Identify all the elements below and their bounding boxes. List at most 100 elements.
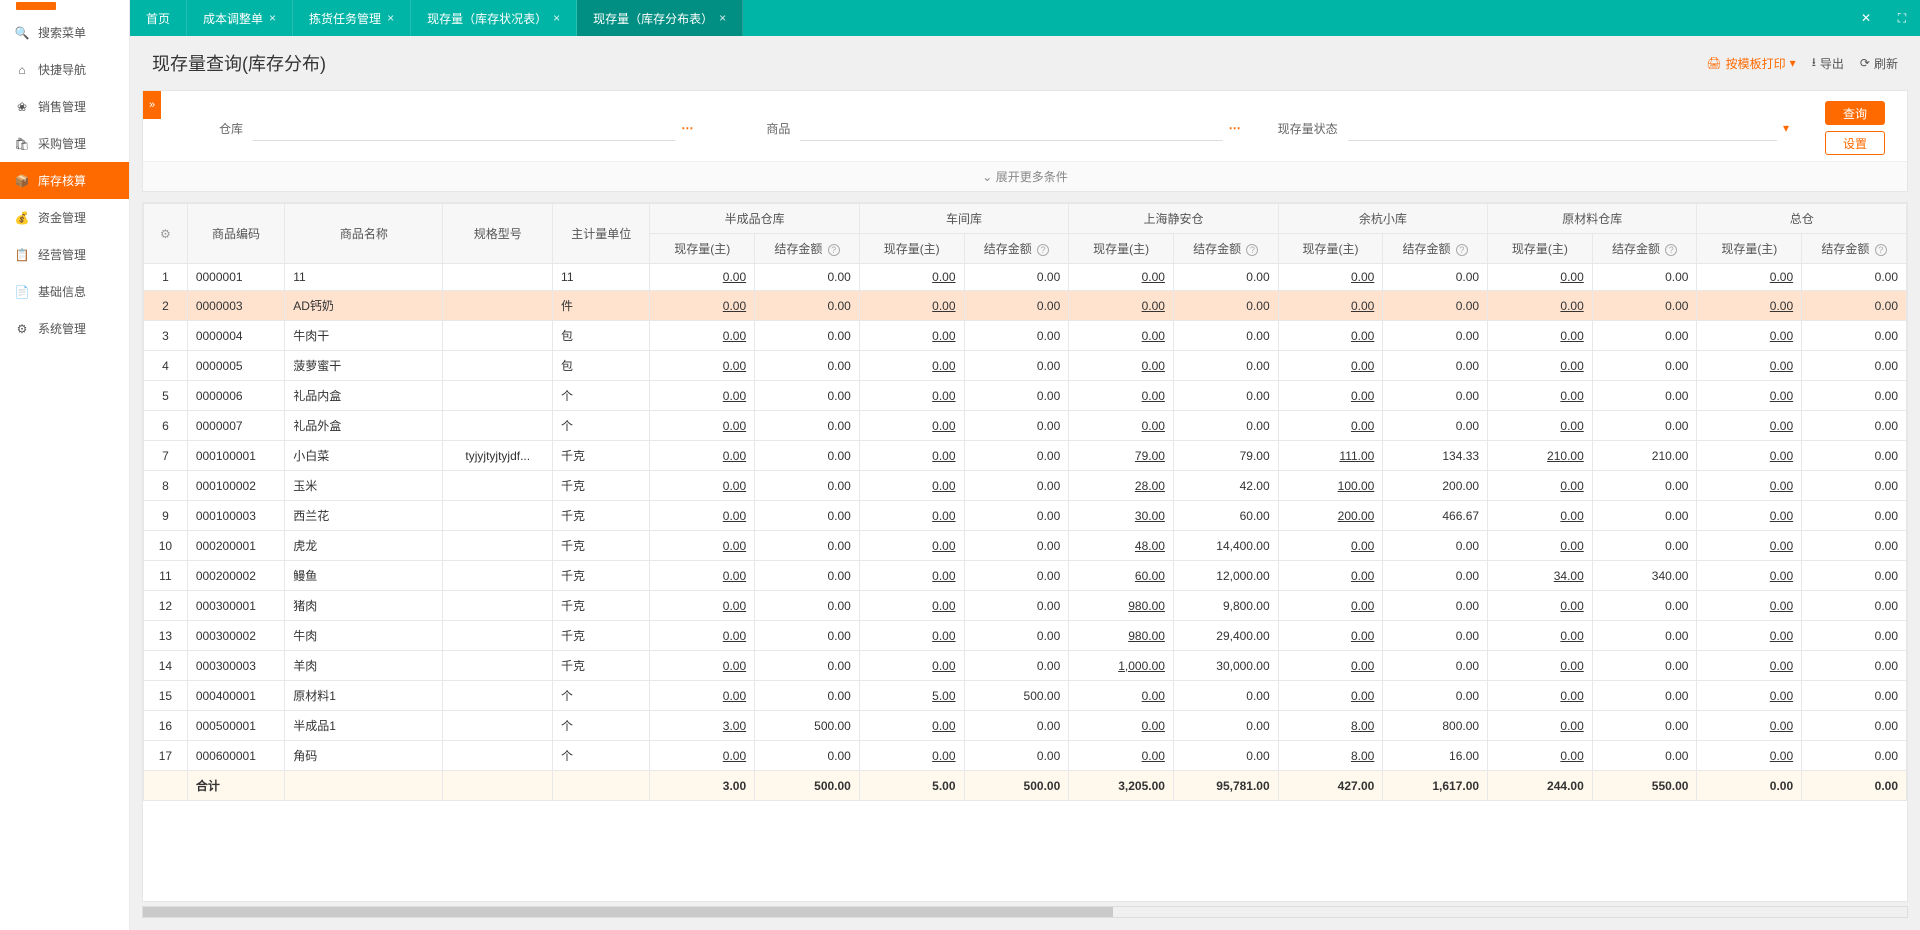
cell-qty[interactable]: 0.00 xyxy=(1069,411,1174,441)
cell-qty[interactable]: 0.00 xyxy=(1488,681,1593,711)
help-icon[interactable]: ? xyxy=(1665,244,1677,256)
sidebar-item-purchase-mgmt[interactable]: 🛍采购管理 xyxy=(0,125,129,162)
tab[interactable]: 成本调整单× xyxy=(187,0,293,36)
cell-qty[interactable]: 0.00 xyxy=(859,651,964,681)
cell-qty[interactable]: 0.00 xyxy=(1278,651,1383,681)
cell-qty[interactable]: 0.00 xyxy=(1488,321,1593,351)
cell-qty[interactable]: 980.00 xyxy=(1069,591,1174,621)
tab-close-icon[interactable]: × xyxy=(719,11,726,25)
help-icon[interactable]: ? xyxy=(1037,244,1049,256)
cell-qty[interactable]: 0.00 xyxy=(859,561,964,591)
cell-qty[interactable]: 0.00 xyxy=(650,471,755,501)
cell-qty[interactable]: 30.00 xyxy=(1069,501,1174,531)
cell-qty[interactable]: 0.00 xyxy=(1488,531,1593,561)
cell-qty[interactable]: 0.00 xyxy=(1069,291,1174,321)
cell-qty[interactable]: 0.00 xyxy=(1278,381,1383,411)
table-row[interactable]: 40000005菠萝蜜干包0.000.000.000.000.000.000.0… xyxy=(144,351,1907,381)
cell-qty[interactable]: 0.00 xyxy=(859,441,964,471)
cell-qty[interactable]: 0.00 xyxy=(1488,651,1593,681)
cell-qty[interactable]: 60.00 xyxy=(1069,561,1174,591)
settings-button[interactable]: 设置 xyxy=(1825,131,1885,155)
cell-qty[interactable]: 0.00 xyxy=(1069,741,1174,771)
cell-qty[interactable]: 5.00 xyxy=(859,681,964,711)
cell-qty[interactable]: 0.00 xyxy=(650,264,755,291)
help-icon[interactable]: ? xyxy=(1875,244,1887,256)
tab[interactable]: 现存量（库存分布表）× xyxy=(577,0,743,36)
cell-qty[interactable]: 0.00 xyxy=(1278,321,1383,351)
cell-qty[interactable]: 48.00 xyxy=(1069,531,1174,561)
cell-qty[interactable]: 0.00 xyxy=(650,441,755,471)
cell-qty[interactable]: 0.00 xyxy=(859,741,964,771)
cell-qty[interactable]: 111.00 xyxy=(1278,441,1383,471)
cell-qty[interactable]: 8.00 xyxy=(1278,711,1383,741)
table-row[interactable]: 16000500001半成品1个3.00500.000.000.000.000.… xyxy=(144,711,1907,741)
cell-qty[interactable]: 0.00 xyxy=(859,321,964,351)
query-button[interactable]: 查询 xyxy=(1825,101,1885,125)
cell-qty[interactable]: 200.00 xyxy=(1278,501,1383,531)
sidebar-item-sales-mgmt[interactable]: ❀销售管理 xyxy=(0,88,129,125)
cell-qty[interactable]: 1,000.00 xyxy=(1069,651,1174,681)
gear-icon[interactable]: ⚙ xyxy=(160,227,171,241)
cell-qty[interactable]: 0.00 xyxy=(1488,621,1593,651)
cell-qty[interactable]: 3.00 xyxy=(650,711,755,741)
refresh-button[interactable]: ⟳ 刷新 xyxy=(1860,55,1898,72)
cell-qty[interactable]: 0.00 xyxy=(650,381,755,411)
cell-qty[interactable]: 0.00 xyxy=(1069,351,1174,381)
table-row[interactable]: 8000100002玉米千克0.000.000.000.0028.0042.00… xyxy=(144,471,1907,501)
cell-qty[interactable]: 0.00 xyxy=(859,621,964,651)
status-input[interactable] xyxy=(1348,115,1777,141)
cell-qty[interactable]: 0.00 xyxy=(1697,621,1802,651)
cell-qty[interactable]: 0.00 xyxy=(1697,561,1802,591)
cell-qty[interactable]: 0.00 xyxy=(1488,381,1593,411)
cell-qty[interactable]: 0.00 xyxy=(1697,681,1802,711)
cell-qty[interactable]: 0.00 xyxy=(1697,321,1802,351)
cell-qty[interactable]: 0.00 xyxy=(1697,471,1802,501)
product-input[interactable] xyxy=(800,115,1222,141)
tab[interactable]: 拣货任务管理× xyxy=(293,0,411,36)
cell-qty[interactable]: 0.00 xyxy=(1069,381,1174,411)
cell-qty[interactable]: 0.00 xyxy=(1069,264,1174,291)
table-row[interactable]: 11000200002鳗鱼千克0.000.000.000.0060.0012,0… xyxy=(144,561,1907,591)
cell-qty[interactable]: 0.00 xyxy=(650,291,755,321)
cell-qty[interactable]: 0.00 xyxy=(859,471,964,501)
sidebar-item-system-mgmt[interactable]: ⚙系统管理 xyxy=(0,310,129,347)
cell-qty[interactable]: 0.00 xyxy=(1697,651,1802,681)
sidebar-item-inventory-acct[interactable]: 📦库存核算 xyxy=(0,162,129,199)
cell-qty[interactable]: 0.00 xyxy=(650,591,755,621)
tab[interactable]: 现存量（库存状况表）× xyxy=(411,0,577,36)
cell-qty[interactable]: 34.00 xyxy=(1488,561,1593,591)
cell-qty[interactable]: 0.00 xyxy=(650,501,755,531)
table-row[interactable]: 14000300003羊肉千克0.000.000.000.001,000.003… xyxy=(144,651,1907,681)
tab-close-icon[interactable]: × xyxy=(387,11,394,25)
cell-qty[interactable]: 0.00 xyxy=(859,381,964,411)
cell-qty[interactable]: 0.00 xyxy=(1069,321,1174,351)
table-row[interactable]: 15000400001原材料1个0.000.005.00500.000.000.… xyxy=(144,681,1907,711)
cell-qty[interactable]: 0.00 xyxy=(1697,501,1802,531)
table-row[interactable]: 17000600001角码个0.000.000.000.000.000.008.… xyxy=(144,741,1907,771)
cell-qty[interactable]: 0.00 xyxy=(859,291,964,321)
cell-qty[interactable]: 0.00 xyxy=(1697,741,1802,771)
cell-qty[interactable]: 0.00 xyxy=(1488,411,1593,441)
cell-qty[interactable]: 0.00 xyxy=(1697,291,1802,321)
cell-qty[interactable]: 0.00 xyxy=(1697,351,1802,381)
cell-qty[interactable]: 0.00 xyxy=(650,741,755,771)
warehouse-input[interactable] xyxy=(253,115,675,141)
cell-qty[interactable]: 0.00 xyxy=(1488,591,1593,621)
scrollbar-thumb[interactable] xyxy=(143,907,1113,917)
cell-qty[interactable]: 79.00 xyxy=(1069,441,1174,471)
cell-qty[interactable]: 0.00 xyxy=(1488,471,1593,501)
cell-qty[interactable]: 0.00 xyxy=(1488,264,1593,291)
cell-qty[interactable]: 0.00 xyxy=(859,711,964,741)
help-icon[interactable]: ? xyxy=(828,244,840,256)
table-row[interactable]: 9000100003西兰花千克0.000.000.000.0030.0060.0… xyxy=(144,501,1907,531)
table-row[interactable]: 10000200001虎龙千克0.000.000.000.0048.0014,4… xyxy=(144,531,1907,561)
cell-qty[interactable]: 0.00 xyxy=(1278,291,1383,321)
help-icon[interactable]: ? xyxy=(1456,244,1468,256)
cell-qty[interactable]: 0.00 xyxy=(1697,711,1802,741)
cell-qty[interactable]: 0.00 xyxy=(1697,531,1802,561)
cell-qty[interactable]: 210.00 xyxy=(1488,441,1593,471)
cell-qty[interactable]: 0.00 xyxy=(650,351,755,381)
table-row[interactable]: 30000004牛肉干包0.000.000.000.000.000.000.00… xyxy=(144,321,1907,351)
table-row[interactable]: 13000300002牛肉千克0.000.000.000.00980.0029,… xyxy=(144,621,1907,651)
cell-qty[interactable]: 0.00 xyxy=(1278,531,1383,561)
